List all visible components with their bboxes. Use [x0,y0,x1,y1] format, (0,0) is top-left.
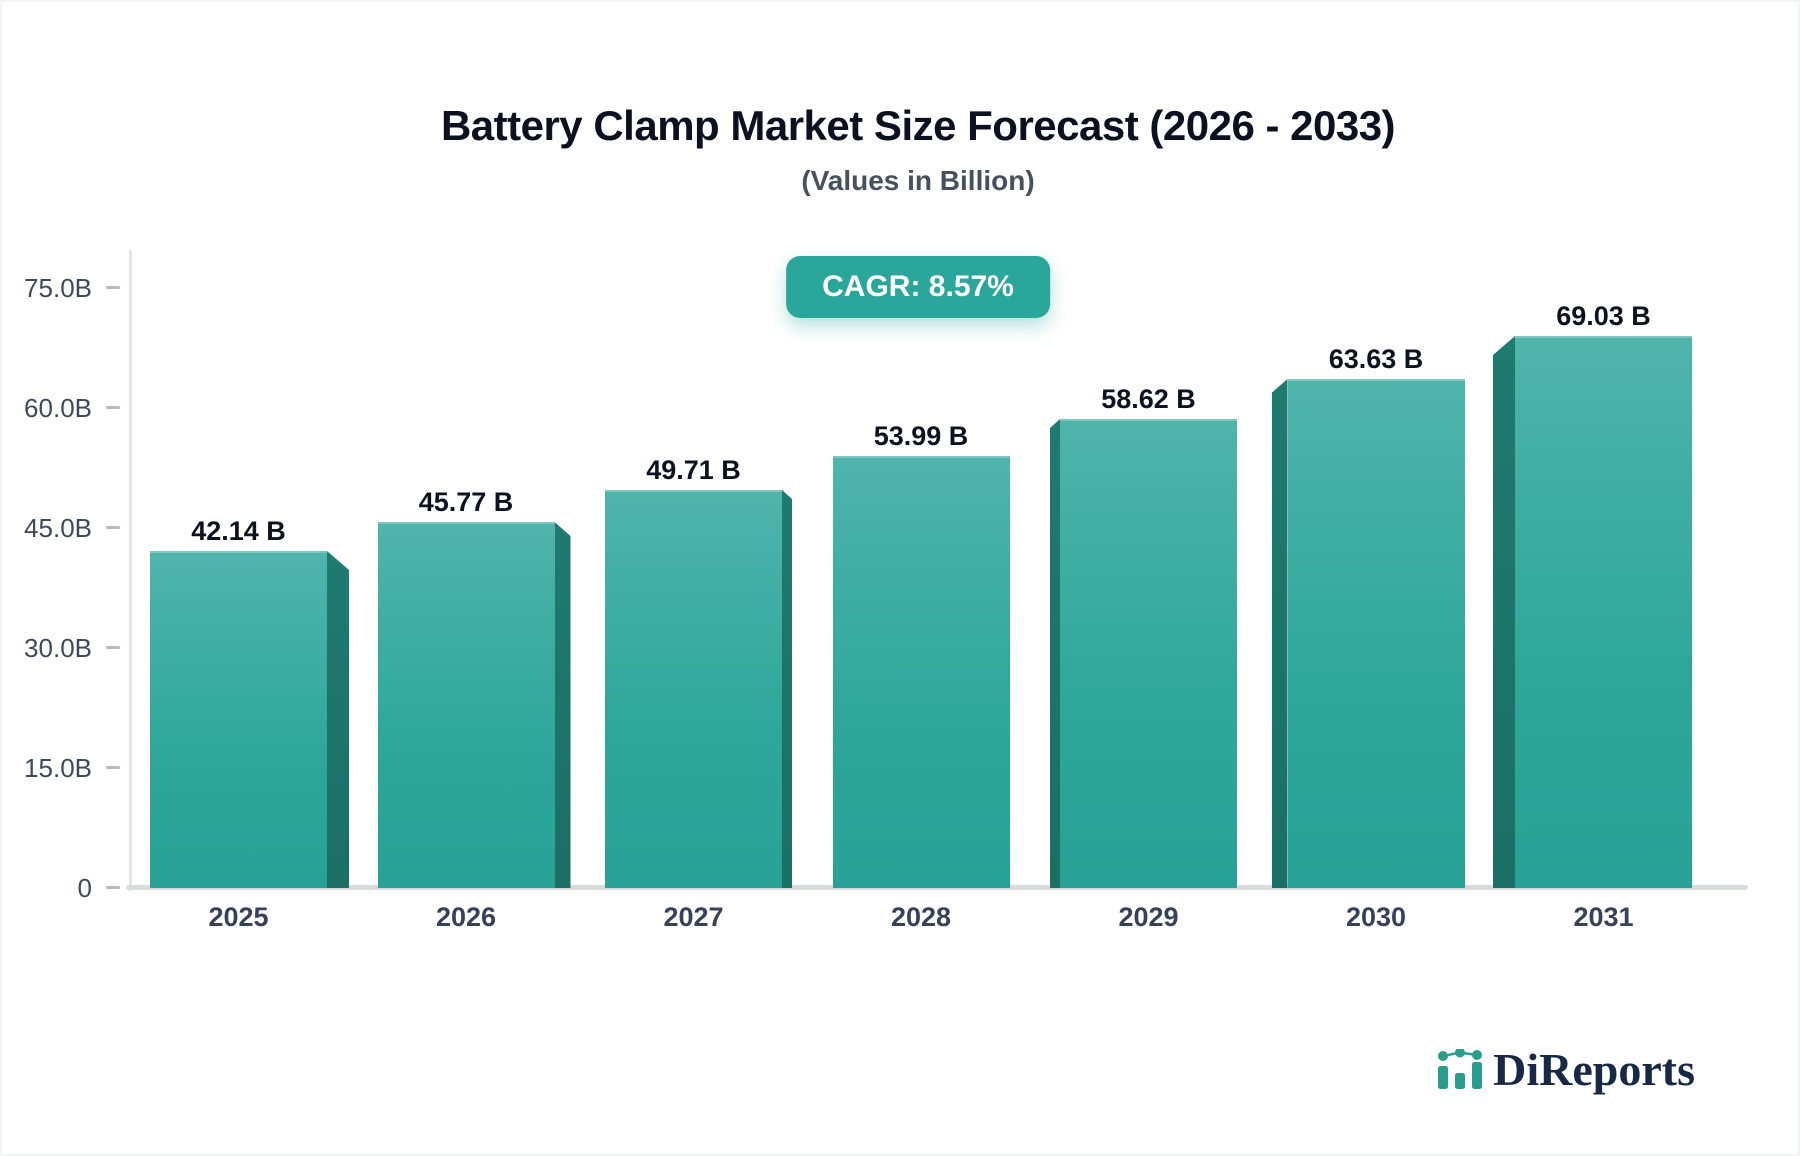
bar [1515,336,1692,888]
bar-chart-logo-icon [1438,1049,1483,1089]
y-axis-tick [106,526,120,529]
bar-value-label: 53.99 B [873,421,969,451]
bar-3d-side [1271,379,1288,888]
logo-text: DiReports [1493,1044,1695,1095]
bar-value-label: 45.77 B [418,487,514,517]
y-axis-label: 0 [77,873,92,903]
x-axis-label: 2029 [1118,902,1179,932]
bar [377,522,555,888]
bar-3d-side [1050,419,1060,888]
bar-value-label: 42.14 B [191,516,286,546]
y-axis-label: 75.0B [24,273,92,303]
y-axis-tick [106,286,120,289]
x-axis-label: 2031 [1573,902,1634,932]
bar [832,456,1010,888]
x-axis-label: 2030 [1345,902,1407,932]
x-axis-label: 2026 [435,902,497,932]
chart-subtitle: (Values in Billion) [801,165,1035,196]
y-axis-label: 60.0B [24,393,92,423]
x-axis-label: 2028 [890,902,952,932]
y-axis-tick [106,766,120,769]
bar-value-label: 69.03 B [1556,301,1651,331]
direports-logo: DiReports [1438,1036,1695,1094]
y-axis-label: 15.0B [24,753,92,783]
bar-value-label: 58.62 B [1101,384,1196,414]
y-axis-tick [106,646,120,649]
y-axis-label: 45.0B [24,513,92,543]
y-axis-label: 30.0B [24,633,92,663]
bar-3d-side [554,522,571,888]
bar-3d-side [782,490,792,888]
y-axis-tick [106,886,120,889]
bar [150,551,327,888]
cagr-badge: CAGR: 8.57% [786,256,1050,318]
x-axis-label: 2027 [663,902,724,932]
bar-3d-side [1493,336,1515,888]
bar-value-label: 49.71 B [646,455,741,485]
chart-title: Battery Clamp Market Size Forecast (2026… [440,102,1396,149]
bar [1060,419,1237,888]
x-axis-label: 2025 [208,902,269,932]
y-axis-line [129,250,132,891]
y-axis-tick [106,406,120,409]
bar-3d-side [327,551,349,888]
bar-value-label: 63.63 B [1328,344,1424,374]
bar [605,490,782,888]
bar [1287,379,1465,888]
